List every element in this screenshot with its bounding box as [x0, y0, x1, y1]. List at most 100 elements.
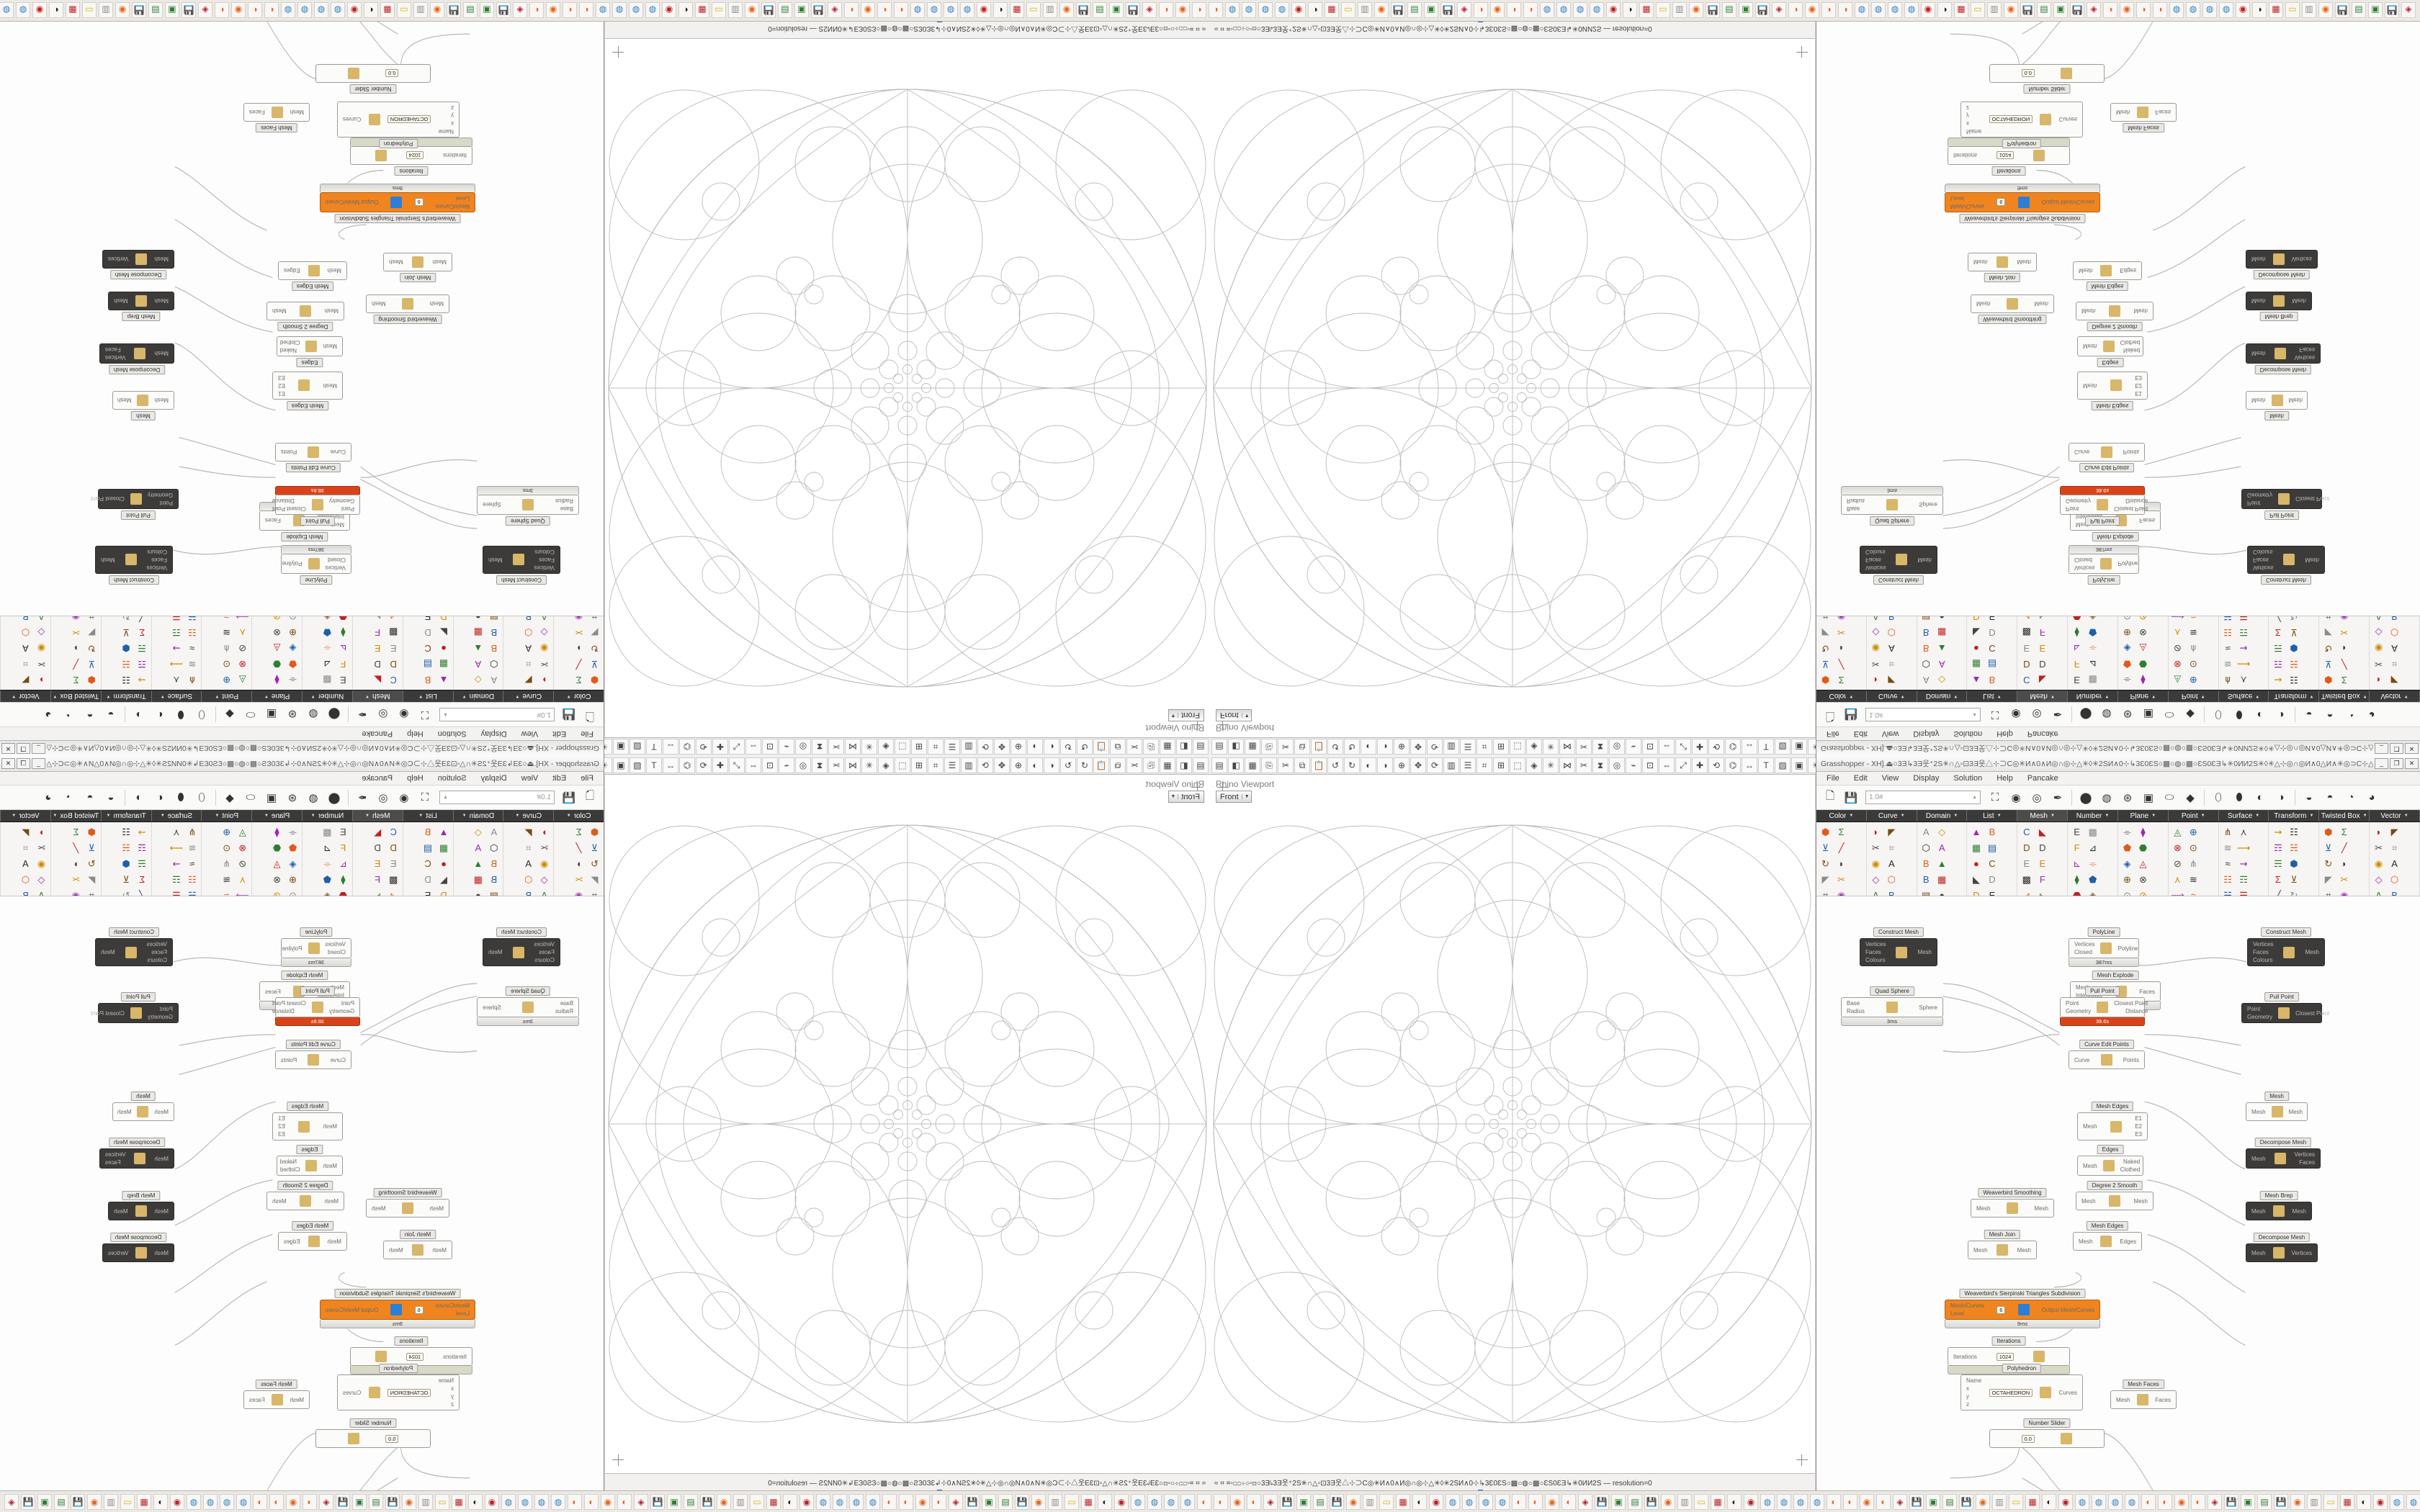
output-pin[interactable]: Mesh [2292, 1207, 2306, 1215]
component-nickname[interactable]: Edges [296, 1145, 323, 1154]
component-icon[interactable]: ⊿ [323, 659, 331, 670]
component-body[interactable]: Mesh Vertices [102, 250, 174, 269]
rhino-icon[interactable]: ◈ [513, 2, 527, 19]
menu-item-solution[interactable]: Solution [1953, 774, 1983, 783]
component-icon[interactable]: B [1989, 675, 1996, 685]
component-body[interactable]: Point Geometry Closest Point Distance [2060, 997, 2148, 1017]
component-icon[interactable]: ⬢ [87, 827, 96, 837]
gh-component[interactable]: Decompose Mesh Mesh Vertices Faces [2246, 343, 2321, 374]
grasshopper-canvas[interactable]: Mesh ExplodeMeshInterpolateFaces13msCons… [1816, 16, 2420, 616]
save-icon[interactable]: 💾 [1755, 2, 1770, 19]
palette-icon[interactable]: ◍ [960, 2, 974, 19]
component-icon[interactable]: ▩ [2022, 874, 2031, 885]
sphere-preview-icon[interactable]: ⬮ [177, 708, 184, 721]
mesh-preview-icon[interactable]: ◐ [156, 708, 163, 721]
palette-icon[interactable]: ◍ [236, 1493, 251, 1510]
component-icon[interactable]: Σ [2275, 627, 2281, 638]
gh-component[interactable]: Weaverbird's Sierpinski Triangles Subdiv… [1945, 1289, 2100, 1328]
component-icon[interactable]: Σ [575, 827, 582, 837]
output-pin[interactable]: Output Mesh/Curves [326, 199, 379, 206]
ribbon-group-color[interactable]: ⬢Σ⊻╱↻◗◤✂⌗◉A◇ [553, 822, 604, 896]
output-pin[interactable]: Vertices [105, 1151, 126, 1158]
component-body[interactable]: Iterations 1024 [1948, 1347, 2070, 1366]
gh-component[interactable]: Mesh Edges Mesh E1 E2 E3 [272, 1102, 343, 1140]
gh-component[interactable]: Mesh Edges Mesh Edges [278, 261, 347, 291]
output-pin[interactable]: Naked [2123, 1158, 2141, 1165]
trim-icon[interactable]: ✂ [828, 739, 844, 755]
component-icon[interactable]: ⊻ [1821, 842, 1829, 853]
dimension-icon[interactable]: ↔ [1742, 739, 1757, 755]
component-body[interactable]: 0.0 [1989, 64, 2105, 83]
component-icon[interactable]: ⋏ [173, 675, 180, 685]
component-nickname[interactable]: Curve Edit Points [2079, 1040, 2134, 1049]
pdf-icon[interactable]: ▦ [66, 2, 80, 19]
calculator-icon[interactable]: ▥ [1048, 1493, 1062, 1510]
gh-component[interactable]: Mesh Join Mesh Mesh [383, 253, 452, 282]
input-pin[interactable]: Faces [151, 557, 167, 563]
menu-item-help[interactable]: Help [407, 729, 424, 738]
input-pin[interactable]: Base [560, 505, 573, 512]
component-icon[interactable]: ◉ [1871, 643, 1880, 654]
ribbon-group-twisted-box[interactable]: ⬢ Σ ⊻ ╱ ↻ ◗ ◤ ✂ ⌗ ◉ [2319, 616, 2370, 690]
chevron-down-icon[interactable]: ▼ [12, 814, 17, 818]
input-pin[interactable]: Geometry [328, 1008, 354, 1014]
grasshopper-title-bar[interactable]: Grasshopper - XH].⏏○3Ǝ↳3Ǝ웃⁺2S✳∩△▫⊡3Ǝ웃△⊹⊃… [0, 740, 604, 756]
component-icon[interactable]: ● [441, 643, 447, 654]
menu-item-display[interactable]: Display [480, 729, 507, 738]
input-pin[interactable]: Mesh [323, 382, 337, 389]
ink-icon[interactable]: ◐ [678, 2, 693, 19]
array-icon[interactable]: ⊡ [762, 739, 778, 755]
move-icon[interactable]: ✚ [712, 757, 728, 773]
layer-icon[interactable]: ▥ [961, 757, 977, 773]
save-blue-icon[interactable]: 💾 [700, 1493, 714, 1510]
ribbon-group-domain[interactable]: A◇⬡AB▲B▦▤●C◣DD [1917, 616, 1968, 690]
palette-icon[interactable]: ◍ [1810, 1493, 1824, 1510]
shade-icon[interactable]: ◑ [1377, 757, 1393, 773]
component-icon[interactable]: ◬ [2174, 675, 2182, 685]
palette-icon[interactable]: ◍ [1495, 1493, 1510, 1510]
terminal-icon[interactable]: ▣ [1926, 1493, 1940, 1510]
palette-icon[interactable]: ◍ [833, 1493, 847, 1510]
flame-icon[interactable]: ◐ [1507, 2, 1521, 19]
terminal-icon[interactable]: ▣ [2241, 1493, 2255, 1510]
component-ribbon[interactable]: ⬢Σ⊻╱↻◗◤✂⌗◉A◇◗◤✂⌗◉A◇⬡AB▲B▦▤●CA◇⬡AB▲B▦▤●C◣… [0, 616, 604, 690]
output-pin[interactable]: Clothed [2120, 1166, 2141, 1173]
component-icon[interactable]: D [440, 890, 447, 896]
output-pin[interactable]: Mesh [1917, 949, 1932, 955]
component-body[interactable]: Mesh Mesh [383, 1241, 452, 1259]
component-icon[interactable]: ☶ [172, 627, 181, 638]
gh-component[interactable]: Construct Mesh Vertices Faces Colours Mesh [95, 927, 173, 966]
maximize-button[interactable]: ❐ [17, 743, 30, 754]
menu-item-display[interactable]: Display [480, 774, 507, 783]
folder-icon[interactable]: ▭ [1971, 2, 1985, 19]
flame-icon[interactable]: ◐ [1209, 2, 1223, 19]
folder-icon[interactable]: ▭ [2009, 1493, 2023, 1510]
calculator-icon[interactable]: ▥ [1987, 2, 2002, 19]
flame-icon[interactable]: ◐ [302, 1493, 317, 1510]
component-icon[interactable]: ⊘ [2173, 858, 2182, 869]
palette-icon[interactable]: ◍ [187, 1493, 201, 1510]
ribbon-group-color[interactable]: ⬢Σ⊻╱↻◗◤✂⌗◉A◇ [553, 616, 604, 690]
component-icon[interactable]: ≋ [188, 842, 197, 853]
component-nickname[interactable]: Curve Edit Points [2079, 463, 2134, 472]
component-body[interactable]: Mesh Vertices Faces [99, 1148, 174, 1169]
component-nickname[interactable]: Degree 2 Smooth [2087, 1181, 2143, 1190]
component-icon[interactable]: ◇ [2375, 627, 2383, 638]
output-pin[interactable]: Mesh [117, 1108, 132, 1115]
component-icon[interactable]: F [2074, 659, 2080, 670]
document-name-input[interactable]: 1.0# ▲ [439, 708, 555, 721]
input-pin[interactable]: Mesh [2083, 382, 2097, 389]
component-icon[interactable]: B [424, 827, 431, 837]
component-icon[interactable]: ⇝ [172, 643, 181, 654]
component-nickname[interactable]: Construct Mesh [496, 927, 547, 937]
component-icon[interactable]: ≋ [223, 874, 231, 885]
component-icon[interactable]: ↻ [2290, 890, 2298, 896]
chevron-down-icon[interactable]: ▲ [443, 712, 448, 717]
chevron-down-icon[interactable]: ▼ [310, 814, 315, 818]
component-icon[interactable]: ⊗ [2173, 842, 2182, 853]
component-icon[interactable]: ☷ [188, 874, 197, 885]
component-icon[interactable]: ▦ [1971, 842, 1981, 853]
component-icon[interactable]: ◬ [2174, 827, 2182, 837]
component-icon[interactable]: ≋ [223, 627, 231, 638]
input-pin[interactable]: x [451, 1385, 454, 1392]
